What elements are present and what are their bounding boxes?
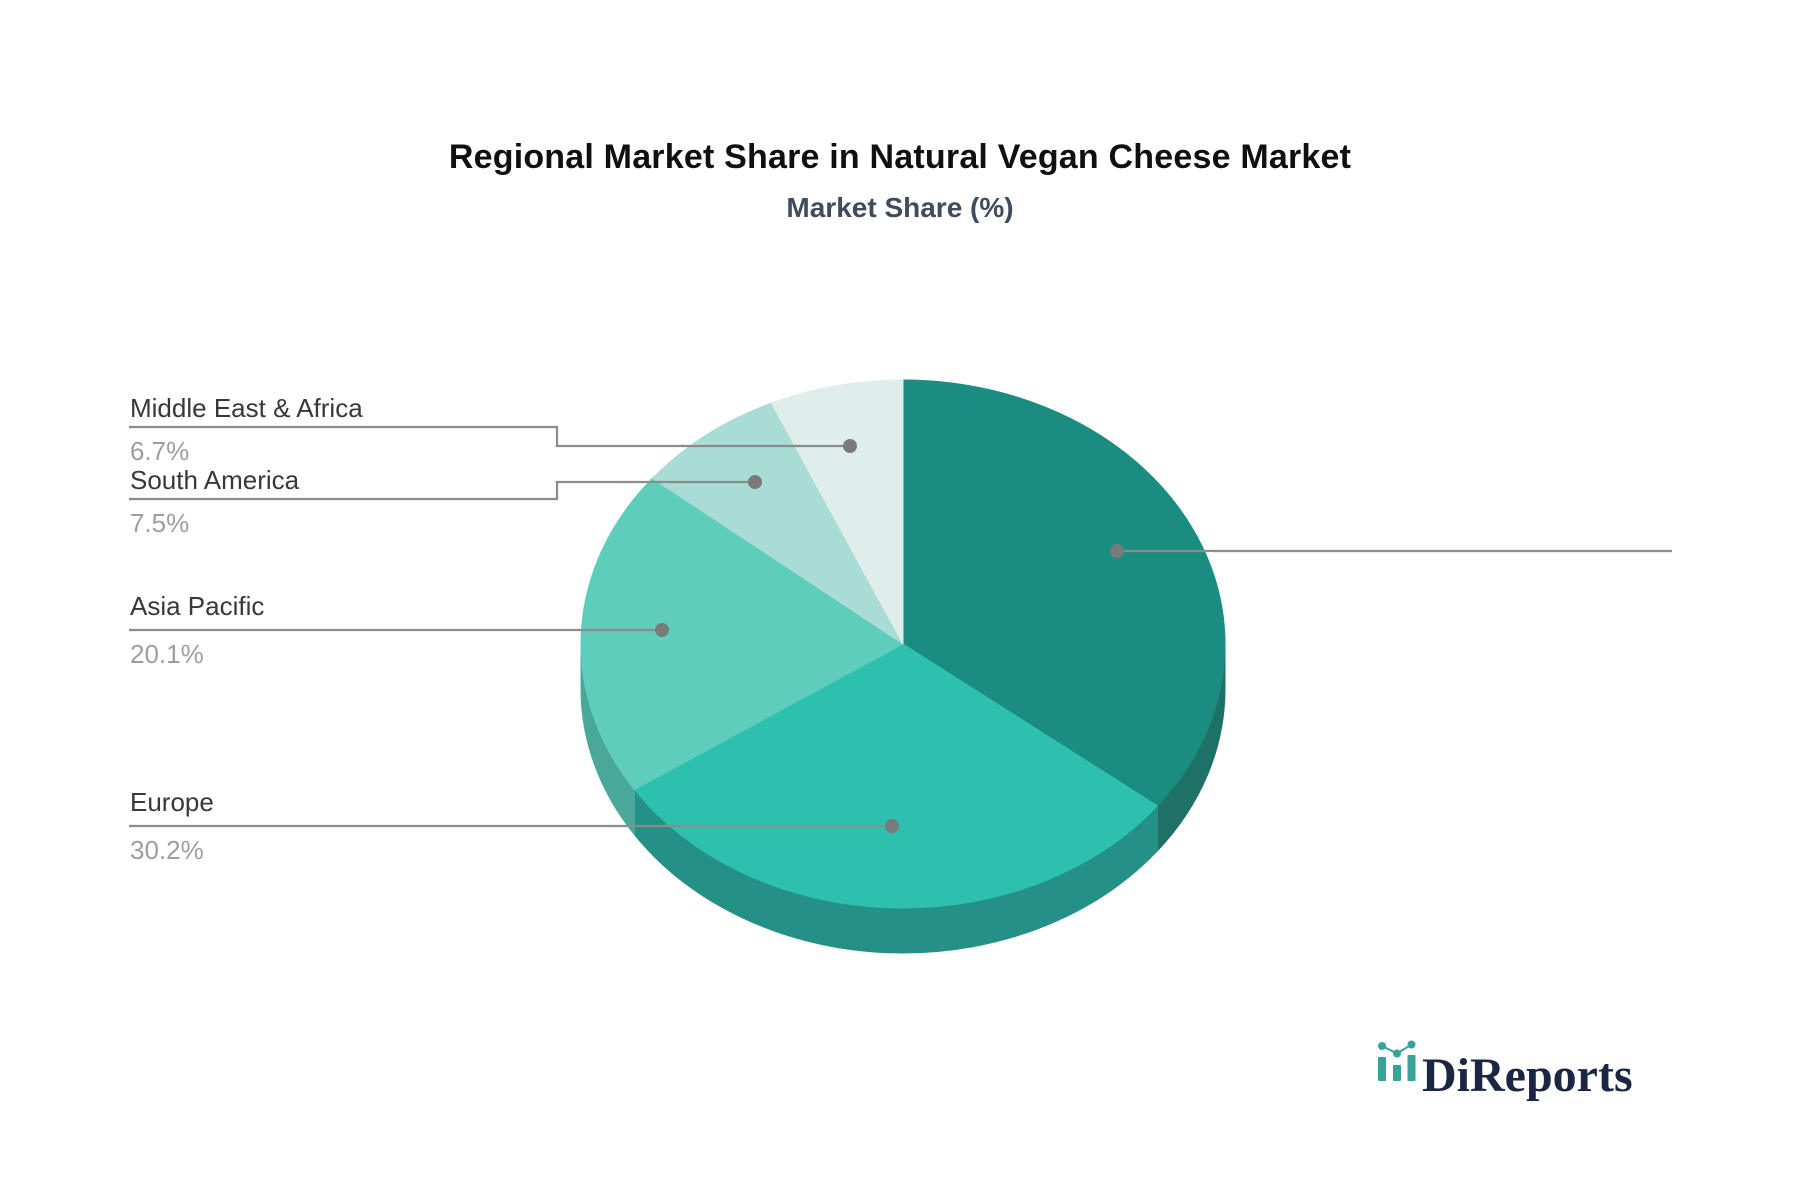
pie-slice-south-america[interactable] [651,402,904,645]
logo-text: DiReports [1422,1049,1633,1102]
pie-slice-north-america[interactable] [902,379,1226,807]
leader-dot-middle-east-africa [843,439,857,453]
slice-value: 30.2% [130,835,204,865]
slice-label: Europe [130,787,214,817]
leader-dot-north-america [1110,544,1124,558]
slice-label: South America [130,465,300,495]
chart-title: Regional Market Share in Natural Vegan C… [448,138,1352,176]
leader-line-middle-east-africa [129,425,850,448]
slice-label: Asia Pacific [130,591,265,621]
leader-dot-asia-pacific [655,623,669,637]
pie-slice-asia-pacific[interactable] [580,477,904,791]
slice-label: Middle East & Africa [130,393,363,423]
slice-value: 20.1% [130,639,204,669]
pie-slice-europe[interactable] [633,643,1159,909]
slice-value: 7.5% [130,508,190,538]
slice-value: 6.7% [130,436,190,466]
chart-subtitle: Market Share (%) [786,192,1014,223]
bar-chart-logo-icon [1378,1040,1416,1081]
leader-line-south-america [129,480,755,501]
leader-dot-south-america [748,475,762,489]
leader-dot-europe [885,819,899,833]
